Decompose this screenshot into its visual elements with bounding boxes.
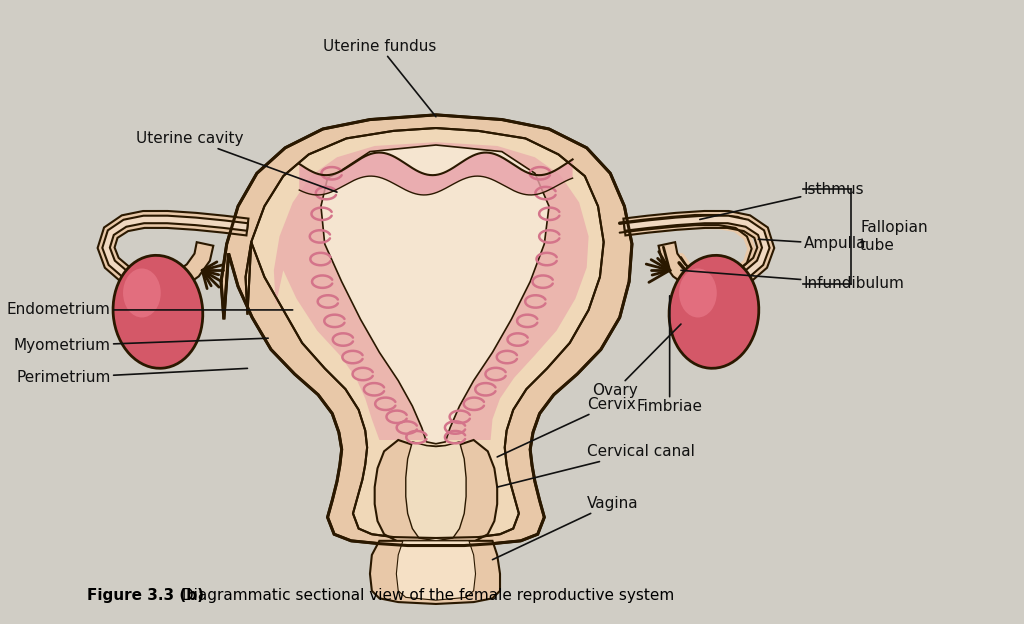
Ellipse shape (113, 255, 203, 368)
Text: Uterine fundus: Uterine fundus (323, 39, 436, 117)
Text: Ovary: Ovary (592, 324, 681, 399)
Text: Fimbriae: Fimbriae (637, 296, 702, 414)
Polygon shape (273, 142, 589, 440)
Text: Figure 3.3 (b): Figure 3.3 (b) (87, 588, 204, 603)
Text: Ampulla: Ampulla (758, 236, 866, 251)
Ellipse shape (679, 268, 717, 318)
Polygon shape (299, 152, 572, 195)
Polygon shape (406, 442, 466, 541)
Text: Cervical canal: Cervical canal (498, 444, 694, 487)
Polygon shape (321, 145, 549, 444)
Text: Infundibulum: Infundibulum (681, 270, 904, 291)
Text: Vagina: Vagina (493, 495, 638, 560)
Text: Uterine cavity: Uterine cavity (136, 131, 337, 192)
Polygon shape (370, 541, 500, 604)
Text: Fallopian
tube: Fallopian tube (860, 220, 928, 253)
Polygon shape (375, 440, 498, 544)
Polygon shape (97, 211, 249, 292)
Text: Endometrium: Endometrium (7, 303, 293, 318)
Polygon shape (396, 541, 475, 600)
Text: Cervix: Cervix (498, 397, 636, 457)
Ellipse shape (123, 268, 161, 318)
Text: Myometrium: Myometrium (13, 338, 268, 353)
Polygon shape (221, 115, 632, 545)
Ellipse shape (669, 255, 759, 368)
Text: Diagrammatic sectional view of the female reproductive system: Diagrammatic sectional view of the femal… (177, 588, 674, 603)
Polygon shape (624, 211, 774, 292)
Text: Isthmus: Isthmus (699, 182, 864, 220)
Polygon shape (624, 216, 770, 285)
Polygon shape (246, 128, 604, 538)
Polygon shape (102, 216, 248, 285)
Text: Perimetrium: Perimetrium (16, 368, 248, 385)
